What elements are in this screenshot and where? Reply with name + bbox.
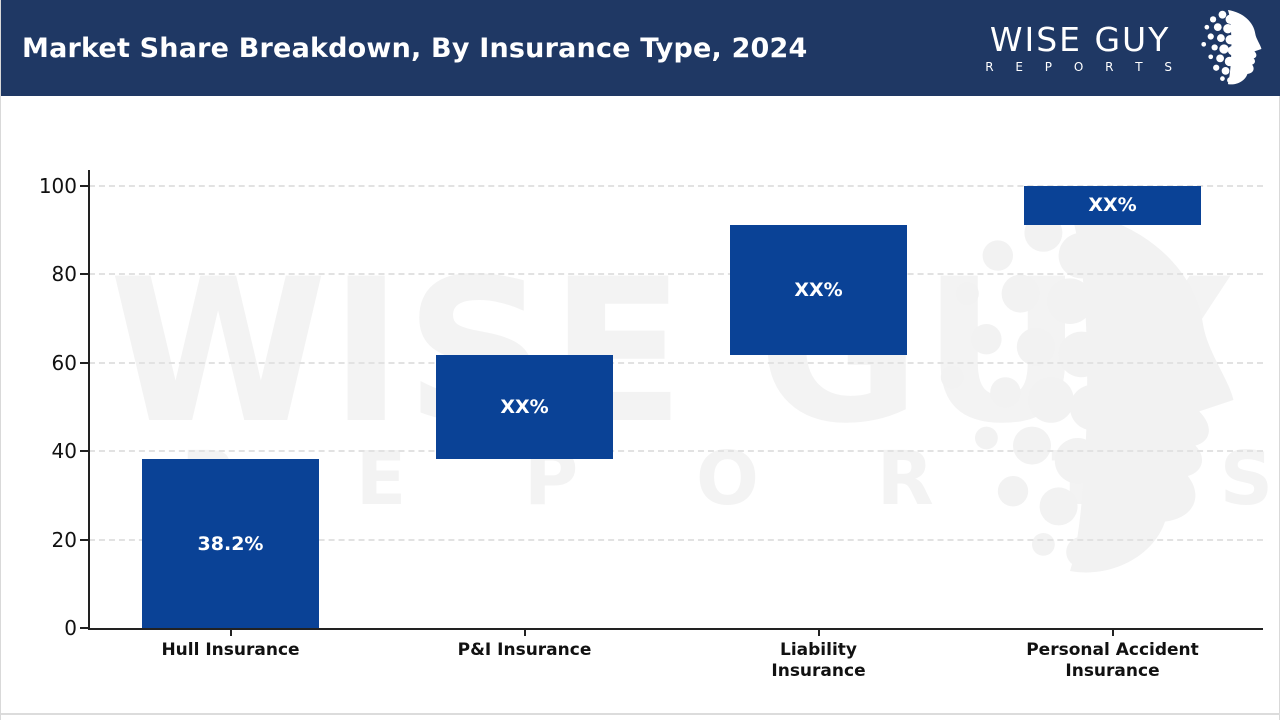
x-axis-category-label-hull-insurance: Hull Insurance: [101, 640, 361, 661]
y-axis-tick-label: 80: [51, 262, 77, 287]
category-label-line: Insurance: [1065, 661, 1160, 681]
x-axis-category-label-p-i-insurance: P&I Insurance: [395, 640, 655, 661]
bar-value-label: XX%: [1088, 194, 1137, 217]
title-banner: Market Share Breakdown, By Insurance Typ…: [1, 0, 1280, 96]
x-axis-tick-mark: [1111, 628, 1114, 636]
gridline-80: [89, 273, 1263, 276]
bar-p-i-insurance: XX%: [436, 354, 613, 460]
category-label-line: Liability: [780, 640, 857, 660]
y-axis-tick-label: 100: [38, 174, 77, 198]
y-axis-tick-mark: [80, 450, 89, 453]
bar-personal-accident-insurance: XX%: [1024, 186, 1201, 225]
y-axis-tick-label: 20: [51, 527, 77, 552]
logo-reports-text: R E P O R T S: [985, 60, 1181, 74]
figure-border: [1, 713, 1280, 715]
gridline-60: [89, 361, 1263, 364]
logo-head-icon: [1201, 10, 1262, 85]
y-axis-tick-label: 60: [51, 350, 77, 375]
x-axis-tick-mark: [817, 628, 820, 636]
y-axis-tick-mark: [80, 361, 89, 364]
y-axis-spine: [88, 170, 90, 629]
logo-text: WISE GUY R E P O R T S: [979, 23, 1181, 75]
category-label-line: Hull Insurance: [161, 640, 300, 660]
bar-liability-insurance: XX%: [730, 224, 907, 355]
x-axis-category-label-personal-accident-insurance: Personal Accident Insurance: [983, 640, 1243, 682]
x-axis-spine: [88, 628, 1263, 630]
wise-guy-reports-logo: WISE GUY R E P O R T S: [985, 8, 1263, 90]
bar-hull-insurance: 38.2%: [142, 459, 319, 628]
y-axis-tick-label: 0: [64, 616, 77, 640]
gridline-20: [89, 538, 1263, 541]
x-axis-tick-mark: [523, 628, 526, 636]
bar-value-label: XX%: [794, 278, 843, 301]
bar-value-label: XX%: [500, 395, 549, 418]
x-axis-tick-mark: [229, 628, 232, 636]
category-label-line: Insurance: [771, 661, 866, 681]
category-label-line: P&I Insurance: [457, 640, 592, 660]
x-axis-category-label-liability-insurance: Liability Insurance: [689, 640, 949, 682]
gridline-100: [89, 185, 1263, 187]
logo-wiseguy-text: WISE GUY: [989, 20, 1171, 59]
bar-value-label: 38.2%: [197, 532, 264, 555]
y-axis-tick-mark: [80, 538, 89, 541]
y-axis-tick-label: 40: [51, 439, 77, 464]
chart-title: Market Share Breakdown, By Insurance Typ…: [22, 32, 808, 64]
y-axis-tick-mark: [80, 185, 89, 187]
y-axis-tick-mark: [80, 273, 89, 276]
y-axis-tick-mark: [80, 627, 89, 629]
category-label-line: Personal Accident: [1026, 640, 1199, 660]
gridline-40: [89, 450, 1263, 453]
